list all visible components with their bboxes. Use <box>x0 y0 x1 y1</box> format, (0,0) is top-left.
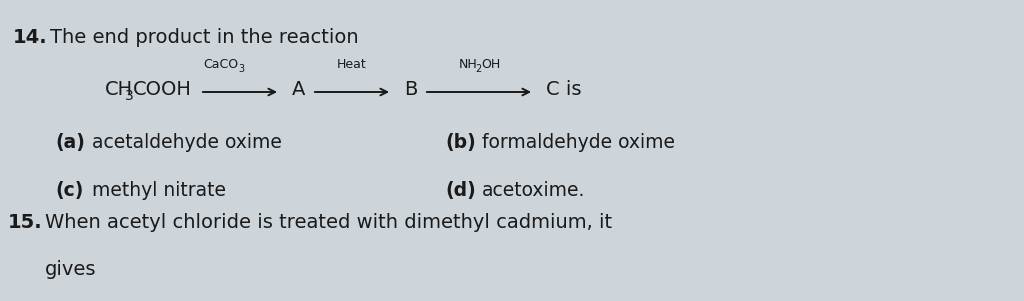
Text: B: B <box>404 80 418 99</box>
Text: 3: 3 <box>125 89 134 103</box>
Text: When acetyl chloride is treated with dimethyl cadmium, it: When acetyl chloride is treated with dim… <box>45 213 612 232</box>
Text: 3: 3 <box>238 64 244 74</box>
Text: (d): (d) <box>445 181 476 200</box>
Text: Heat: Heat <box>337 58 367 71</box>
Text: formaldehyde oxime: formaldehyde oxime <box>482 133 675 152</box>
Text: NH: NH <box>459 58 478 71</box>
Text: 15.: 15. <box>8 213 43 232</box>
Text: A: A <box>292 80 305 99</box>
Text: C is: C is <box>546 80 582 99</box>
Text: 14.: 14. <box>13 28 48 47</box>
Text: (b): (b) <box>445 133 476 152</box>
Text: acetaldehyde oxime: acetaldehyde oxime <box>92 133 282 152</box>
Text: 2: 2 <box>475 64 481 74</box>
Text: (a): (a) <box>55 133 85 152</box>
Text: COOH: COOH <box>133 80 191 99</box>
Text: CH: CH <box>105 80 133 99</box>
Text: The end product in the reaction: The end product in the reaction <box>50 28 358 47</box>
Text: gives: gives <box>45 260 96 279</box>
Text: acetoxime.: acetoxime. <box>482 181 586 200</box>
Text: (c): (c) <box>55 181 83 200</box>
Text: CaCO: CaCO <box>203 58 238 71</box>
Text: OH: OH <box>481 58 501 71</box>
Text: methyl nitrate: methyl nitrate <box>92 181 226 200</box>
